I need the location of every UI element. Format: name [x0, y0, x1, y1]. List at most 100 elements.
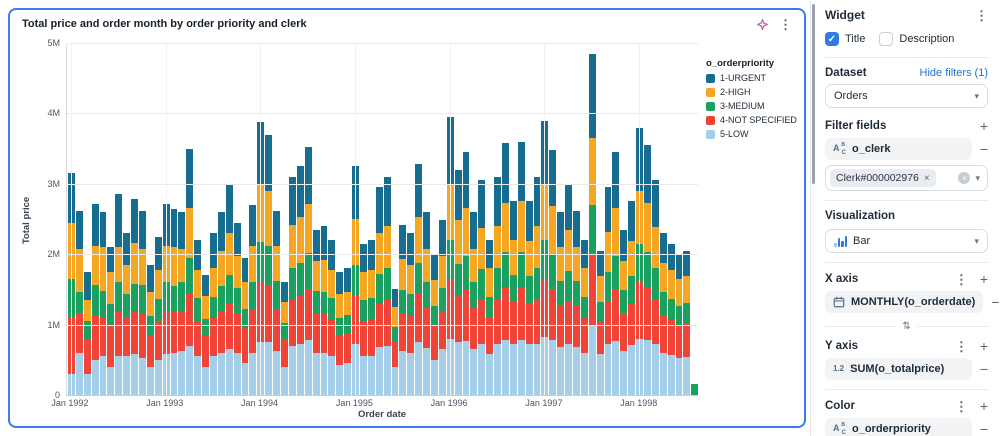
bar[interactable] — [573, 210, 580, 395]
bar[interactable] — [210, 233, 217, 395]
bar[interactable] — [296, 166, 304, 395]
bar[interactable] — [399, 224, 407, 395]
bar[interactable] — [202, 275, 210, 395]
description-checkbox[interactable]: Description — [879, 32, 954, 46]
bar[interactable] — [336, 271, 344, 395]
bar[interactable] — [83, 271, 91, 395]
chart-menu-icon[interactable]: ⋮ — [779, 17, 792, 32]
bar[interactable] — [565, 183, 572, 395]
color-menu-icon[interactable]: ⋮ — [954, 398, 968, 414]
ai-sparkle-icon[interactable] — [756, 18, 769, 31]
add-filter-field-button[interactable]: + — [979, 118, 988, 134]
visualization-select[interactable]: Bar ▾ — [825, 229, 988, 253]
x-axis-field[interactable]: MONTHLY(o_orderdate) — [825, 291, 984, 313]
bar[interactable] — [509, 201, 517, 395]
bar[interactable] — [359, 243, 367, 395]
bar[interactable] — [186, 148, 194, 395]
bar[interactable] — [265, 134, 273, 395]
bar[interactable] — [438, 220, 446, 395]
bar[interactable] — [146, 264, 154, 395]
x-axis-menu-icon[interactable]: ⋮ — [954, 271, 968, 287]
bar[interactable] — [131, 199, 139, 395]
panel-menu-icon[interactable]: ⋮ — [975, 7, 988, 23]
legend-item[interactable]: 3-MEDIUM — [706, 101, 794, 111]
bar[interactable] — [367, 240, 375, 395]
remove-color-button[interactable]: − — [979, 421, 988, 436]
bar[interactable] — [533, 176, 541, 395]
bar[interactable] — [596, 250, 604, 395]
title-checkbox[interactable]: ✓ Title — [825, 32, 865, 46]
remove-filter-field-button[interactable]: − — [979, 141, 988, 157]
remove-x-axis-button[interactable]: − — [991, 294, 1000, 310]
bar[interactable] — [580, 240, 588, 395]
bar[interactable] — [423, 212, 430, 395]
checkbox-checked-icon[interactable]: ✓ — [825, 32, 839, 46]
bar[interactable] — [683, 250, 691, 395]
remove-y-axis-button[interactable]: − — [979, 361, 988, 377]
filter-value-chip[interactable]: Clerk#000002976 × — [830, 169, 936, 187]
bar[interactable] — [241, 257, 249, 395]
bar[interactable] — [478, 180, 486, 395]
bar[interactable] — [288, 176, 296, 395]
checkbox-unchecked-icon[interactable] — [879, 32, 894, 46]
bar[interactable] — [249, 205, 257, 395]
bar[interactable] — [304, 147, 312, 395]
clear-all-icon[interactable]: × — [958, 172, 971, 184]
add-color-button[interactable]: + — [979, 398, 988, 414]
legend-item[interactable]: 2-HIGH — [706, 87, 794, 97]
bar[interactable] — [75, 210, 83, 395]
bar[interactable] — [320, 226, 328, 395]
bar[interactable] — [107, 247, 115, 395]
bar[interactable] — [99, 212, 107, 395]
bar[interactable] — [501, 143, 509, 395]
bar[interactable] — [415, 164, 423, 395]
bar[interactable] — [312, 229, 320, 395]
hide-filters-link[interactable]: Hide filters (1) — [919, 67, 988, 79]
bar[interactable] — [644, 145, 651, 395]
bar[interactable] — [233, 222, 241, 395]
bar[interactable] — [691, 384, 699, 395]
chart-widget-card[interactable]: Total price and order month by order pri… — [8, 8, 806, 428]
bar[interactable] — [328, 240, 336, 395]
bar[interactable] — [178, 212, 186, 395]
bar[interactable] — [557, 212, 565, 395]
bar[interactable] — [659, 233, 667, 395]
bar[interactable] — [194, 240, 202, 395]
bar[interactable] — [281, 282, 288, 395]
bar[interactable] — [651, 180, 659, 395]
bar[interactable] — [430, 254, 438, 395]
bar[interactable] — [620, 229, 628, 395]
bar[interactable] — [154, 236, 162, 395]
y-axis-field[interactable]: 1.2 SUM(o_totalprice) — [825, 358, 972, 380]
bar[interactable] — [494, 176, 501, 395]
bar[interactable] — [675, 254, 683, 395]
bar[interactable] — [123, 233, 131, 395]
bar[interactable] — [91, 203, 99, 395]
bar[interactable] — [273, 210, 281, 395]
bar[interactable] — [454, 169, 462, 395]
bar[interactable] — [486, 240, 494, 395]
bar[interactable] — [383, 176, 391, 395]
bar[interactable] — [115, 194, 123, 395]
bar[interactable] — [170, 208, 178, 395]
legend-item[interactable]: 1-URGENT — [706, 73, 794, 83]
bar[interactable] — [375, 187, 383, 395]
dataset-select[interactable]: Orders ▾ — [825, 84, 988, 108]
bar[interactable] — [517, 141, 525, 395]
add-y-axis-button[interactable]: + — [979, 338, 988, 354]
bar[interactable] — [217, 212, 225, 395]
bar[interactable] — [604, 187, 612, 395]
bar[interactable] — [225, 183, 233, 395]
y-axis-menu-icon[interactable]: ⋮ — [954, 338, 968, 354]
bar[interactable] — [525, 201, 533, 395]
bar[interactable] — [549, 150, 557, 395]
bar[interactable] — [628, 201, 636, 395]
bar[interactable] — [407, 233, 415, 395]
bar[interactable] — [139, 210, 146, 395]
legend-item[interactable]: 5-LOW — [706, 129, 794, 139]
filter-value-select[interactable]: Clerk#000002976 × × ▾ — [825, 165, 988, 191]
bar[interactable] — [344, 268, 352, 395]
bar[interactable] — [612, 152, 620, 395]
bar[interactable] — [462, 152, 470, 395]
